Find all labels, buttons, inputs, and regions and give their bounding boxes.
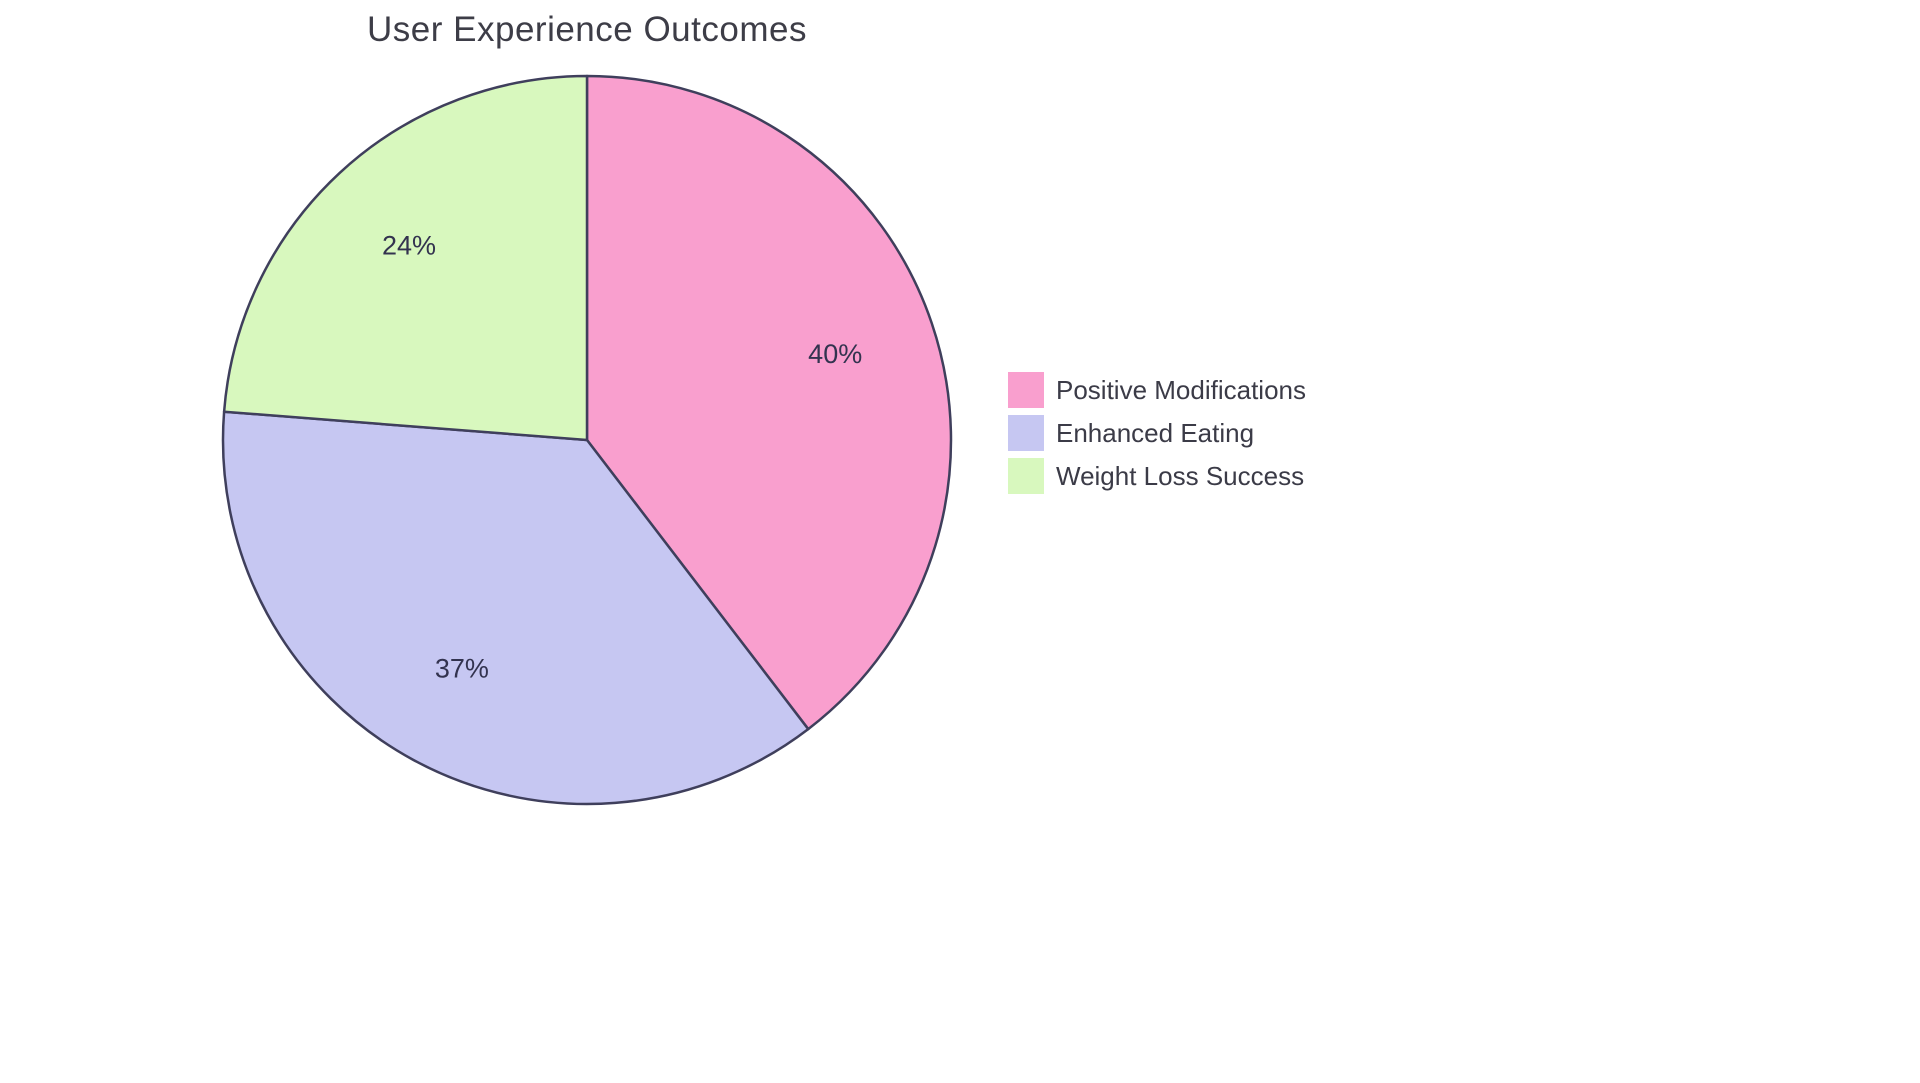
legend-label: Enhanced Eating [1056,417,1255,448]
legend-item-weight-loss-success: Weight Loss Success [1008,458,1306,494]
legend-item-enhanced-eating: Enhanced Eating [1008,415,1306,451]
pie-slice-label-0: 40% [808,339,862,369]
legend-label: Weight Loss Success [1056,460,1305,491]
legend: Positive Modifications Enhanced Eating W… [1008,372,1306,494]
legend-swatch [1008,372,1044,408]
pie-slice-label-2: 24% [382,231,436,261]
legend-swatch [1008,415,1044,451]
pie-slice-2 [222,74,589,442]
chart-title: User Experience Outcomes [367,10,807,49]
pie-slice-1 [221,410,810,806]
legend-item-positive-modifications: Positive Modifications [1008,372,1306,408]
legend-swatch [1008,458,1044,494]
pie-slice-0 [585,74,953,731]
legend-label: Positive Modifications [1056,374,1306,405]
pie-slice-label-1: 37% [435,653,489,683]
